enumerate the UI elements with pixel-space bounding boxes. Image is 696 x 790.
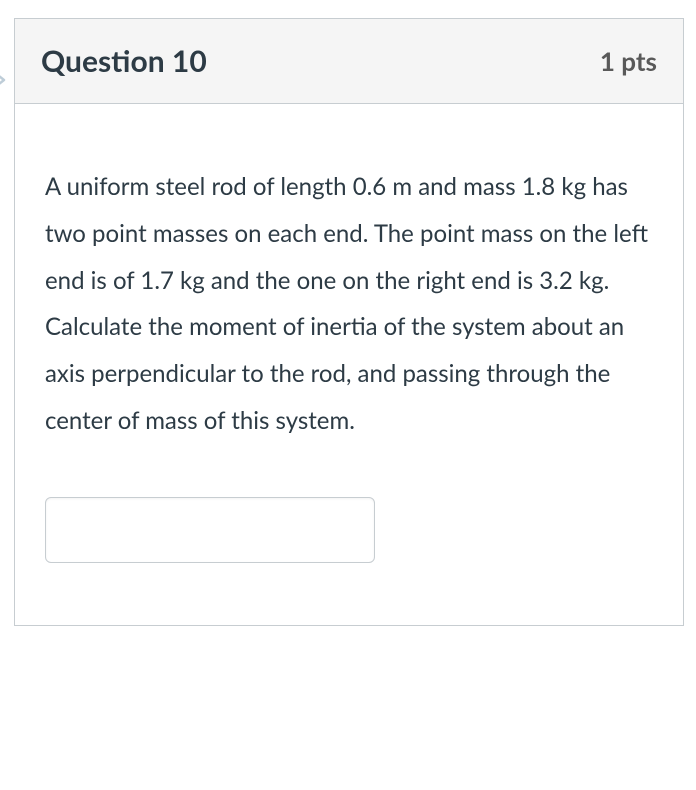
question-title: Question 10 — [41, 43, 207, 79]
chevron-right-icon — [0, 68, 16, 92]
question-header: Question 10 1 pts — [15, 19, 683, 104]
question-card: Question 10 1 pts A uniform steel rod of… — [14, 18, 684, 626]
question-body: A uniform steel rod of length 0.6 m and … — [15, 104, 683, 625]
question-points: 1 pts — [600, 45, 657, 77]
question-text: A uniform steel rod of length 0.6 m and … — [45, 164, 653, 445]
prev-question-indicator[interactable] — [0, 68, 16, 92]
answer-input[interactable] — [45, 497, 375, 563]
answer-input-container — [45, 497, 653, 563]
